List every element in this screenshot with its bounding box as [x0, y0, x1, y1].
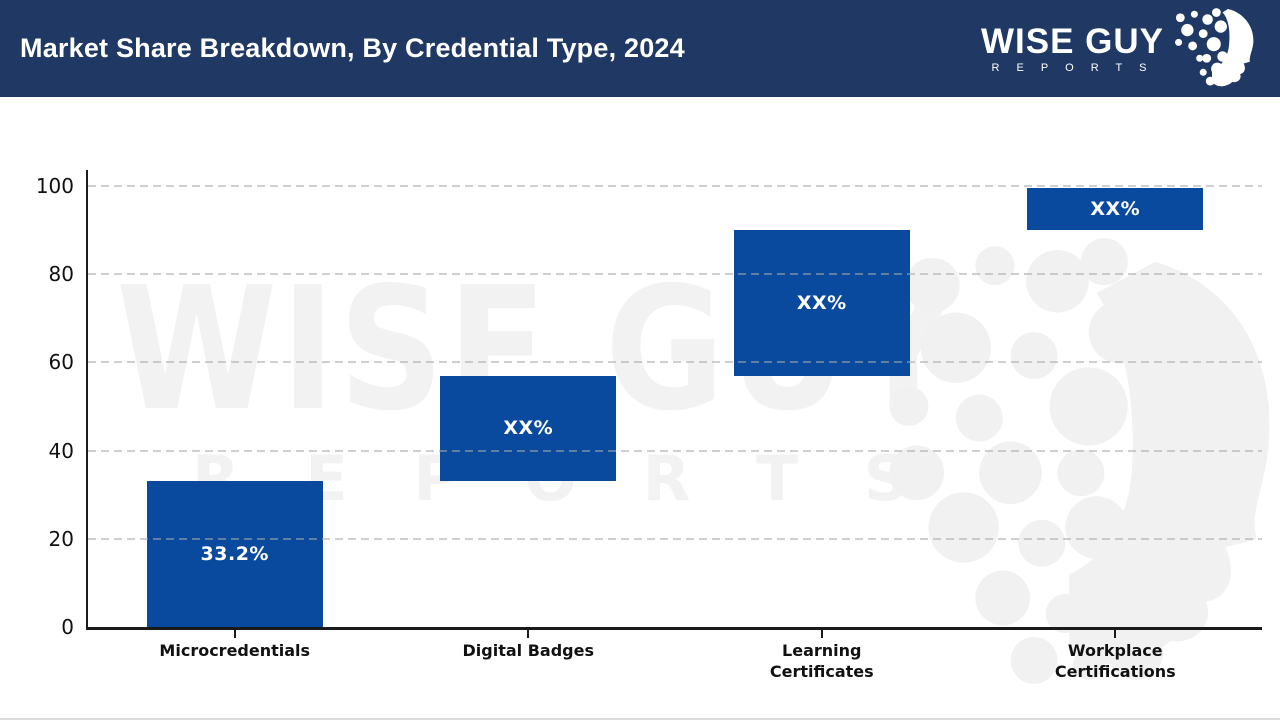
page-title: Market Share Breakdown, By Credential Ty…: [20, 33, 685, 63]
chart-area: WISE GUY R E P O R T S 02040608010033.2%…: [0, 97, 1280, 720]
x-category-label-workplace-certifications: Workplace Certifications: [995, 641, 1235, 683]
x-category-label-learning-certificates: Learning Certificates: [702, 641, 942, 683]
x-category-label-line: Workplace: [1067, 641, 1163, 660]
logo-subtext: R E P O R T S: [991, 61, 1154, 74]
bottom-hairline: [0, 718, 1280, 720]
x-category-label-line: Digital Badges: [462, 641, 594, 660]
x-tick-microcredentials: [233, 629, 236, 638]
y-tick-label-20: 20: [48, 526, 74, 551]
bar-value-label-workplace-certifications: XX%: [1090, 198, 1141, 221]
x-tick-digital-badges: [527, 629, 530, 638]
bar-microcredentials: 33.2%: [146, 480, 323, 627]
plot-area: 0 20 40 60 80 100 33.2% Microcredentials XX% Digi…: [36, 170, 1262, 681]
x-category-label-microcredentials: Microcredentials: [115, 641, 355, 662]
x-category-label-line: Certifications: [1054, 661, 1176, 681]
y-tick-label-0: 0: [61, 615, 74, 639]
y-tick-label-100: 100: [35, 173, 74, 198]
x-category-label-digital-badges: Digital Badges: [408, 641, 648, 662]
x-tick-workplace-certifications: [1114, 629, 1117, 638]
logo-wordmark: WISE GUY: [980, 21, 1164, 61]
gridline-40: [88, 449, 1262, 452]
y-axis-spine: [85, 170, 88, 627]
bar-value-label-digital-badges: XX%: [503, 417, 554, 440]
gridline-80: [88, 273, 1262, 276]
y-tick-label-80: 80: [48, 262, 74, 287]
x-category-label-line: Certificates: [769, 661, 874, 681]
y-tick-label-60: 60: [48, 350, 74, 375]
bar-learning-certificates: XX%: [733, 230, 910, 376]
wiseguy-logo: WISE GUY R E P O R T S: [981, 7, 1256, 91]
wiseguy-head-icon: [1175, 7, 1254, 86]
header: Market Share Breakdown, By Credential Ty…: [0, 0, 1280, 97]
x-axis-spine: [85, 627, 1262, 630]
background-watermark-head-icon: [889, 238, 1270, 684]
bar-value-label-microcredentials: 33.2%: [200, 542, 269, 565]
wiseguy-logo-text: WISE GUY R E P O R T S: [981, 24, 1164, 74]
y-tick-label-40: 40: [48, 438, 74, 463]
bar-workplace-certifications: XX%: [1027, 188, 1204, 230]
gridline-100: [88, 184, 1262, 187]
gridline-60: [88, 361, 1262, 364]
x-tick-learning-certificates: [820, 629, 823, 638]
bar-value-label-learning-certificates: XX%: [796, 291, 847, 314]
x-category-label-line: Learning: [782, 641, 862, 660]
gridline-20: [88, 537, 1262, 540]
bar-digital-badges: XX%: [440, 375, 617, 481]
x-category-label-line: Microcredentials: [159, 641, 311, 660]
